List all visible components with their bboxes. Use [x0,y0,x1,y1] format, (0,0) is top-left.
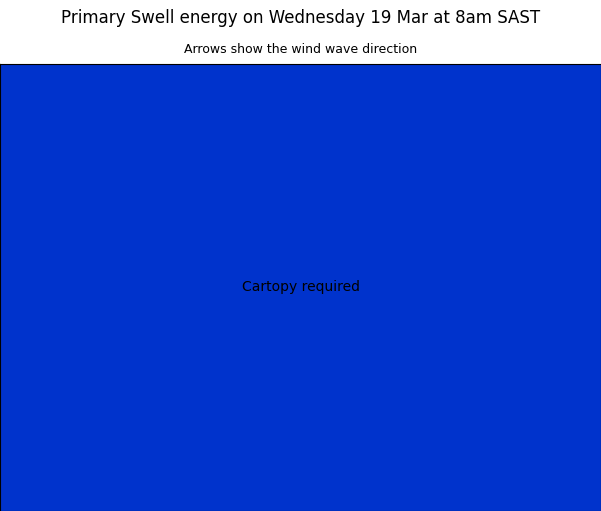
Text: Cartopy required: Cartopy required [242,281,359,294]
Text: Arrows show the wind wave direction: Arrows show the wind wave direction [184,43,417,56]
Text: Primary Swell energy on Wednesday 19 Mar at 8am SAST: Primary Swell energy on Wednesday 19 Mar… [61,9,540,27]
